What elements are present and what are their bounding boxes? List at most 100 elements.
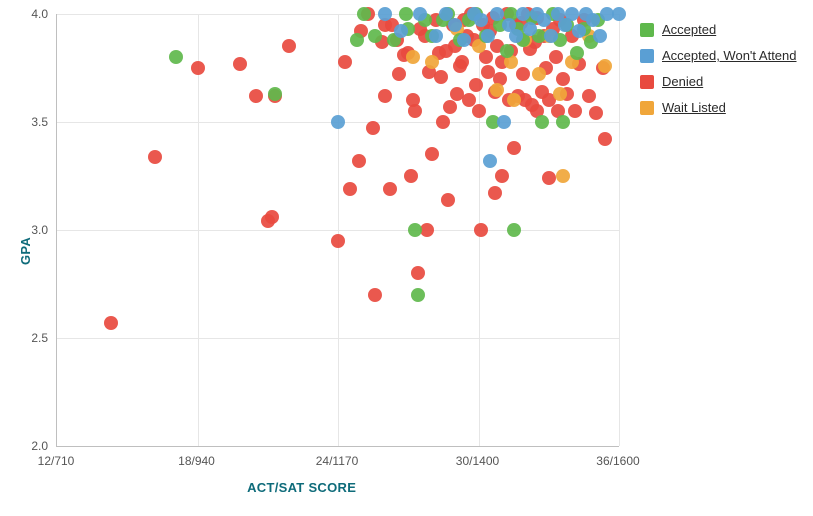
data-point-wont_attend[interactable] xyxy=(429,29,443,43)
data-point-denied[interactable] xyxy=(411,266,425,280)
x-axis-title: ACT/SAT SCORE xyxy=(247,480,356,495)
data-point-wont_attend[interactable] xyxy=(474,13,488,27)
data-point-wont_attend[interactable] xyxy=(537,13,551,27)
data-point-denied[interactable] xyxy=(343,182,357,196)
data-point-denied[interactable] xyxy=(265,210,279,224)
data-point-wont_attend[interactable] xyxy=(481,29,495,43)
data-point-denied[interactable] xyxy=(488,186,502,200)
data-point-denied[interactable] xyxy=(443,100,457,114)
data-point-wont_attend[interactable] xyxy=(497,115,511,129)
data-point-denied[interactable] xyxy=(436,115,450,129)
data-point-wont_attend[interactable] xyxy=(612,7,626,21)
data-point-wont_attend[interactable] xyxy=(565,7,579,21)
data-point-denied[interactable] xyxy=(378,89,392,103)
data-point-accepted[interactable] xyxy=(268,87,282,101)
chart-container: Accepted Accepted, Won't Attend Denied Wait… xyxy=(0,0,813,516)
data-point-wait_listed[interactable] xyxy=(425,55,439,69)
data-point-wont_attend[interactable] xyxy=(516,7,530,21)
legend-item-denied[interactable]: Denied xyxy=(640,74,797,89)
data-point-accepted[interactable] xyxy=(357,7,371,21)
x-tick-label: 30/1400 xyxy=(456,454,499,468)
x-tick-label: 18/940 xyxy=(178,454,215,468)
data-point-denied[interactable] xyxy=(469,78,483,92)
data-point-wont_attend[interactable] xyxy=(483,154,497,168)
data-point-denied[interactable] xyxy=(404,169,418,183)
y-tick-label: 2.5 xyxy=(31,331,48,345)
data-point-denied[interactable] xyxy=(148,150,162,164)
gridline-horizontal xyxy=(57,338,619,339)
data-point-denied[interactable] xyxy=(455,55,469,69)
data-point-denied[interactable] xyxy=(495,169,509,183)
data-point-denied[interactable] xyxy=(233,57,247,71)
data-point-denied[interactable] xyxy=(383,182,397,196)
data-point-wont_attend[interactable] xyxy=(413,7,427,21)
data-point-wont_attend[interactable] xyxy=(593,29,607,43)
data-point-denied[interactable] xyxy=(582,89,596,103)
data-point-denied[interactable] xyxy=(434,70,448,84)
data-point-denied[interactable] xyxy=(282,39,296,53)
data-point-wait_listed[interactable] xyxy=(507,93,521,107)
data-point-wait_listed[interactable] xyxy=(556,169,570,183)
data-point-accepted[interactable] xyxy=(169,50,183,64)
data-point-wait_listed[interactable] xyxy=(532,67,546,81)
data-point-denied[interactable] xyxy=(474,223,488,237)
data-point-denied[interactable] xyxy=(191,61,205,75)
data-point-wont_attend[interactable] xyxy=(509,29,523,43)
data-point-wait_listed[interactable] xyxy=(598,59,612,73)
data-point-denied[interactable] xyxy=(516,67,530,81)
data-point-denied[interactable] xyxy=(425,147,439,161)
data-point-denied[interactable] xyxy=(598,132,612,146)
data-point-wont_attend[interactable] xyxy=(331,115,345,129)
data-point-denied[interactable] xyxy=(441,193,455,207)
data-point-wait_listed[interactable] xyxy=(406,50,420,64)
data-point-wont_attend[interactable] xyxy=(523,22,537,36)
data-point-denied[interactable] xyxy=(352,154,366,168)
data-point-accepted[interactable] xyxy=(399,7,413,21)
data-point-accepted[interactable] xyxy=(500,44,514,58)
data-point-denied[interactable] xyxy=(549,50,563,64)
data-point-denied[interactable] xyxy=(568,104,582,118)
data-point-wont_attend[interactable] xyxy=(457,33,471,47)
legend-label: Accepted, Won't Attend xyxy=(662,48,797,63)
data-point-wont_attend[interactable] xyxy=(544,29,558,43)
data-point-denied[interactable] xyxy=(392,67,406,81)
data-point-accepted[interactable] xyxy=(556,115,570,129)
legend-item-wont_attend[interactable]: Accepted, Won't Attend xyxy=(640,48,797,63)
data-point-wont_attend[interactable] xyxy=(448,18,462,32)
data-point-denied[interactable] xyxy=(507,141,521,155)
y-tick-label: 3.0 xyxy=(31,223,48,237)
data-point-denied[interactable] xyxy=(542,171,556,185)
data-point-denied[interactable] xyxy=(331,234,345,248)
legend-swatch xyxy=(640,101,654,115)
data-point-denied[interactable] xyxy=(589,106,603,120)
data-point-accepted[interactable] xyxy=(411,288,425,302)
gridline-vertical xyxy=(619,14,620,446)
y-tick-label: 4.0 xyxy=(31,7,48,21)
data-point-denied[interactable] xyxy=(366,121,380,135)
data-point-denied[interactable] xyxy=(249,89,263,103)
data-point-wont_attend[interactable] xyxy=(394,24,408,38)
data-point-accepted[interactable] xyxy=(535,115,549,129)
legend-swatch xyxy=(640,75,654,89)
legend-label: Accepted xyxy=(662,22,716,37)
data-point-accepted[interactable] xyxy=(570,46,584,60)
data-point-denied[interactable] xyxy=(368,288,382,302)
data-point-wait_listed[interactable] xyxy=(490,83,504,97)
x-tick-label: 24/1170 xyxy=(316,454,359,468)
data-point-denied[interactable] xyxy=(472,104,486,118)
data-point-wait_listed[interactable] xyxy=(553,87,567,101)
legend-item-wait_listed[interactable]: Wait Listed xyxy=(640,100,797,115)
data-point-denied[interactable] xyxy=(556,72,570,86)
legend-item-accepted[interactable]: Accepted xyxy=(640,22,797,37)
data-point-wont_attend[interactable] xyxy=(490,7,504,21)
data-point-denied[interactable] xyxy=(104,316,118,330)
data-point-accepted[interactable] xyxy=(408,223,422,237)
data-point-denied[interactable] xyxy=(408,104,422,118)
data-point-accepted[interactable] xyxy=(507,223,521,237)
data-point-wont_attend[interactable] xyxy=(572,24,586,38)
data-point-accepted[interactable] xyxy=(350,33,364,47)
data-point-wont_attend[interactable] xyxy=(378,7,392,21)
data-point-accepted[interactable] xyxy=(368,29,382,43)
data-point-denied[interactable] xyxy=(338,55,352,69)
data-point-wont_attend[interactable] xyxy=(586,13,600,27)
